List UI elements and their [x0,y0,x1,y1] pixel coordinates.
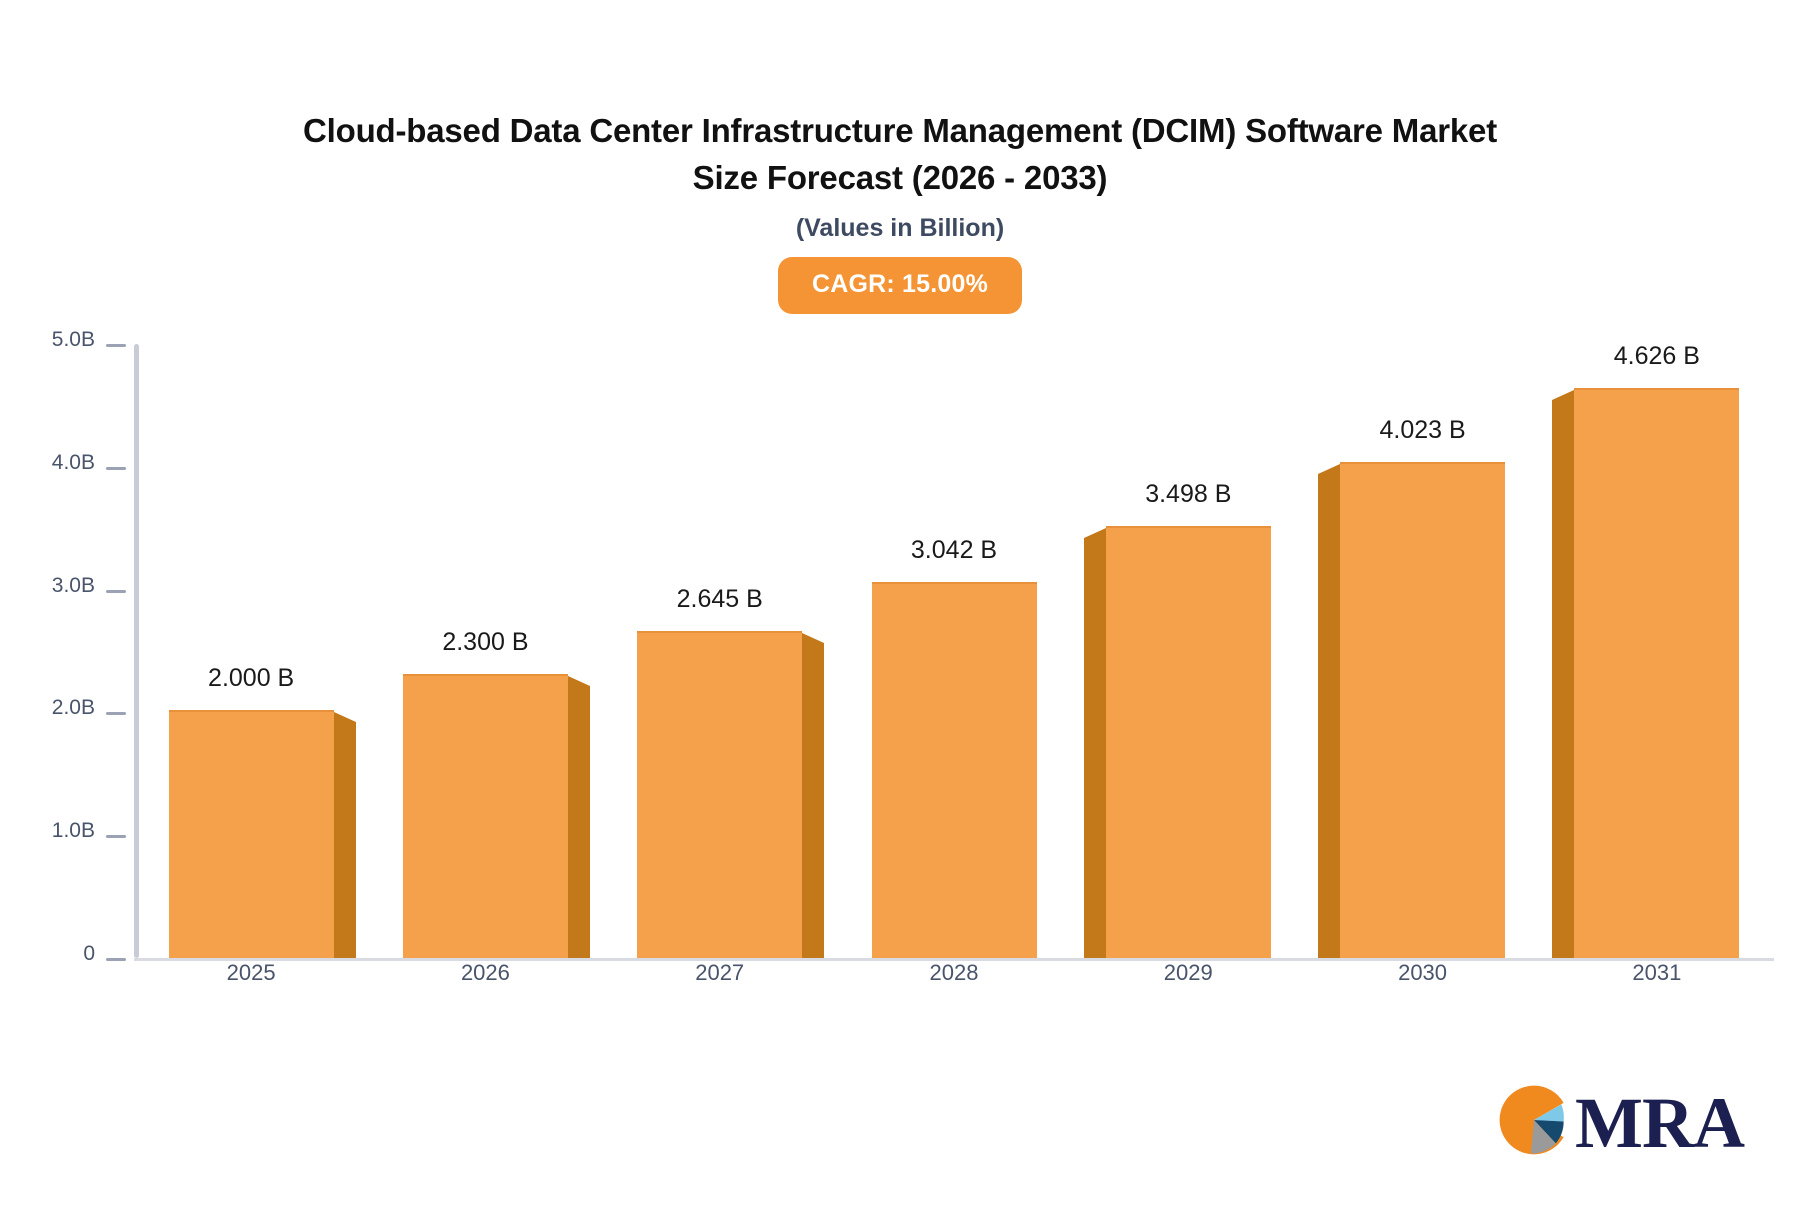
y-axis-tick-dash [106,712,126,716]
bar-3d-side [802,643,825,958]
bar-3d-cap [802,633,825,644]
y-axis-tick-label: 2.0B [51,696,95,720]
brand-logo-text: MRA [1575,1082,1745,1163]
y-axis-tick: 3.0B [0,574,132,597]
bar-face [402,673,568,958]
y-axis-tick: 4.0B [0,451,132,474]
bar-face [871,582,1037,958]
bar-3d-cap [333,712,356,723]
x-axis-tick-label: 2027 [695,960,745,985]
brand-logo: MRA [1495,1081,1745,1164]
bar-series: 2.000 B 2.300 B 2.645 B 3.042 B 3.498 B 4.023… [0,330,1800,961]
bar-3d-side [1318,473,1341,958]
bar-value-label: 2.000 B [208,664,295,693]
chart-subtitle: (Values in Billion) [795,213,1005,242]
bar-value-label: 3.498 B [1145,480,1232,509]
x-axis-tick-label: 2030 [1398,960,1448,985]
bar-face [168,710,334,958]
bar-3d-cap [567,675,590,686]
bar-3d-cap [1318,463,1341,474]
x-axis-tick-label: 2031 [1632,960,1682,985]
x-axis-tick-label: 2025 [226,960,276,985]
bar[interactable] [1552,387,1740,958]
x-axis-line [134,958,1774,961]
bar-3d-cap [1083,528,1106,539]
y-axis-tick: 2.0B [0,696,132,719]
bar-face [1105,526,1271,958]
bar[interactable] [168,710,356,958]
y-axis-tick-dash [106,835,126,839]
bar-face [1574,387,1740,958]
y-axis-tick-dash [106,344,126,347]
y-axis-tick-label: 1.0B [51,819,95,843]
x-axis-labels: 2025 2026 2027 2028 2029 2030 2031 [0,960,1800,1000]
chart-title: Cloud-based Data Center Infrastructure M… [303,112,1497,196]
bar-value-label: 2.645 B [676,585,763,614]
x-axis-tick-label: 2029 [1163,960,1213,985]
bar[interactable] [1083,526,1271,958]
y-axis-tick-label: 3.0B [51,573,95,597]
y-axis-tick-label: 0 [83,942,95,965]
bar-value-label: 4.023 B [1379,415,1466,444]
bar[interactable] [637,631,825,958]
y-axis-tick-dash [106,466,126,470]
plot-area: 0 1.0B 2.0B 3.0B 4.0B 5.0B 2.000 B 2.300 B 2.64… [0,328,1800,965]
bar-face [1340,461,1506,958]
y-axis-line [134,344,139,958]
y-axis-tick-label: 4.0B [51,450,95,474]
bar[interactable] [402,673,590,958]
cagr-badge: CAGR: 15.00% [777,256,1023,314]
y-axis-tick: 0 [0,942,132,965]
bar-value-label: 4.626 B [1613,341,1700,370]
y-axis-tick: 5.0B [0,328,132,351]
bar-face [637,631,803,958]
bar-3d-side [567,685,590,958]
bar-3d-side [333,722,356,958]
bar[interactable] [871,582,1037,958]
chart-header: Cloud-based Data Center Infrastructure M… [0,0,1800,314]
bar-value-label: 2.300 B [442,627,529,656]
bar[interactable] [1318,461,1506,958]
bar-3d-side [1552,399,1575,958]
y-axis-tick: 1.0B [0,819,132,842]
bar-3d-cap [1552,389,1575,400]
x-axis-tick-label: 2026 [460,960,510,985]
y-axis-tick-dash [106,958,126,961]
bar-value-label: 3.042 B [910,536,998,565]
y-axis-tick-dash [106,589,126,593]
x-axis-tick-label: 2028 [929,960,979,985]
y-axis-tick-label: 5.0B [51,328,95,351]
bar-3d-side [1083,538,1106,958]
pie-chart-icon [1495,1081,1573,1164]
